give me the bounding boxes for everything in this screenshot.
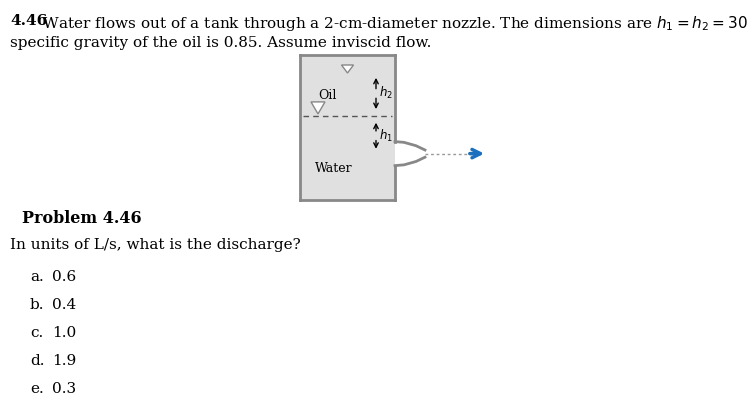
Polygon shape (341, 65, 353, 73)
Text: $h_2$: $h_2$ (379, 85, 393, 101)
Text: specific gravity of the oil is 0.85. Assume inviscid flow.: specific gravity of the oil is 0.85. Ass… (10, 36, 432, 50)
Text: 0.4: 0.4 (52, 298, 76, 312)
Text: c.: c. (30, 326, 44, 340)
Text: Oil: Oil (318, 90, 336, 103)
Text: In units of L/s, what is the discharge?: In units of L/s, what is the discharge? (10, 238, 301, 252)
Polygon shape (311, 102, 325, 114)
Polygon shape (300, 55, 395, 200)
Text: b.: b. (30, 298, 44, 312)
Text: 4.46: 4.46 (10, 14, 47, 28)
Text: 1.0: 1.0 (52, 326, 76, 340)
Text: Problem 4.46: Problem 4.46 (22, 210, 141, 227)
Text: a.: a. (30, 270, 44, 284)
Text: 1.9: 1.9 (52, 354, 76, 368)
Text: Water flows out of a tank through a 2-cm-diameter nozzle. The dimensions are $h_: Water flows out of a tank through a 2-cm… (38, 14, 752, 33)
Text: 0.3: 0.3 (52, 382, 76, 396)
Text: 0.6: 0.6 (52, 270, 76, 284)
Text: e.: e. (30, 382, 44, 396)
Text: $h_1$: $h_1$ (379, 128, 393, 144)
Text: Water: Water (315, 162, 353, 175)
Text: d.: d. (30, 354, 44, 368)
